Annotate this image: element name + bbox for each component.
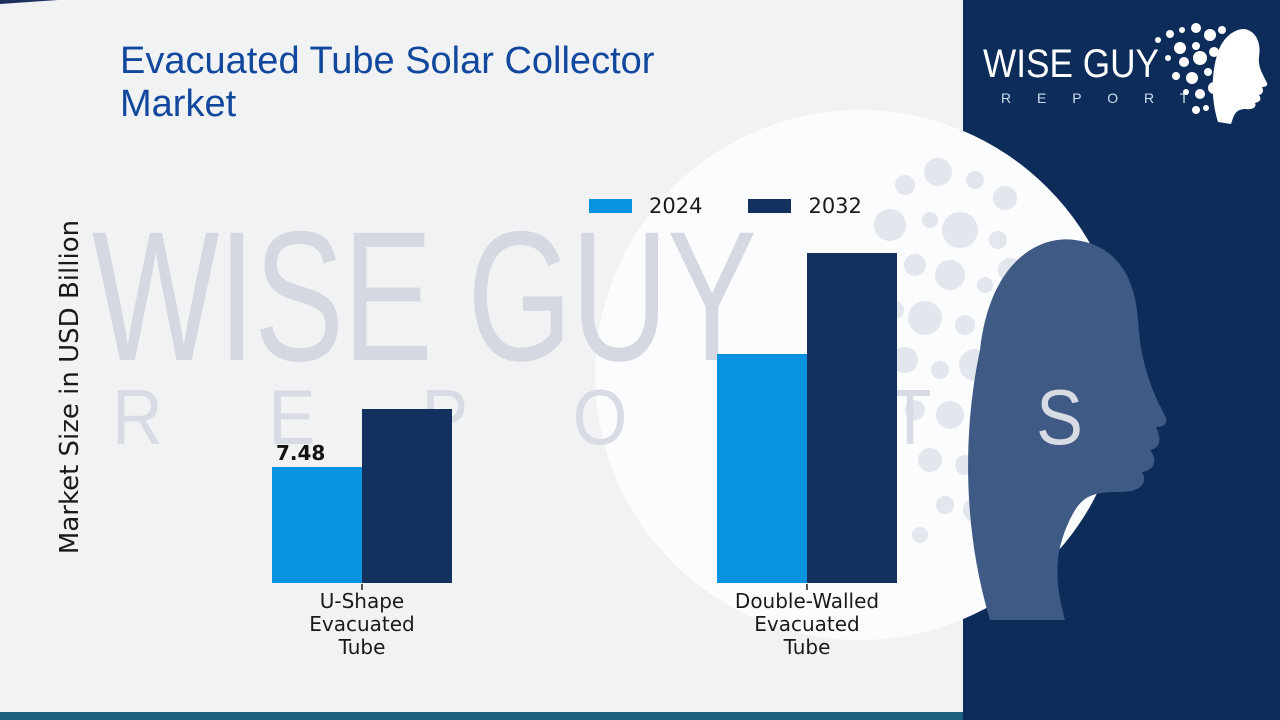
legend-label-2032: 2032 [808,194,862,218]
logo-wordmark: WISE GUY [983,42,1160,86]
page-title: Evacuated Tube Solar Collector Market [120,40,655,125]
legend-item-2024: 2024 [589,194,702,218]
logo: WISE GUY R E P O R T S [983,44,1234,106]
corner-accent [0,0,58,4]
legend-swatch-2032 [748,199,792,213]
watermark-wordmark: WISE GUY [92,194,757,400]
brand-panel [963,0,1280,720]
y-axis-label: Market Size in USD Billion [55,219,85,555]
legend-label-2024: 2024 [649,194,703,218]
logo-reports: R E P O R T S [1001,90,1235,106]
legend-item-2032: 2032 [748,194,862,218]
bar-2024-u-shape-evacuated-tube [272,467,362,583]
watermark-reports: R E P O R T S [112,373,1127,461]
category-label-u-shape: U-Shape Evacuated Tube [309,589,415,659]
bottom-accent-bar [0,712,963,720]
bar-value-label: 7.48 [276,441,326,465]
legend-swatch-2024 [589,199,632,213]
legend: 2024 2032 [589,194,908,218]
x-axis-tick-u-shape [361,584,363,590]
category-label-double-walled: Double-Walled Evacuated Tube [734,589,880,659]
